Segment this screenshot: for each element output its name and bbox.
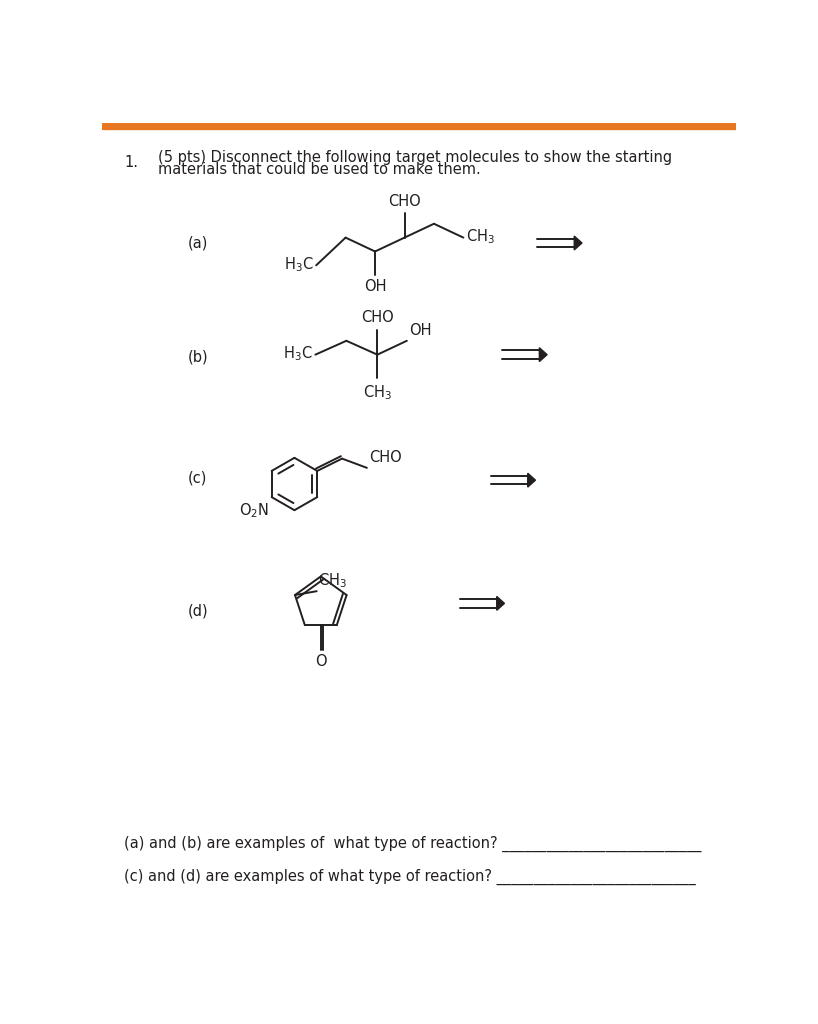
Text: $\mathregular{CH_3}$: $\mathregular{CH_3}$ — [465, 227, 495, 246]
Polygon shape — [574, 237, 582, 250]
Text: materials that could be used to make them.: materials that could be used to make the… — [158, 163, 481, 177]
Text: (c) and (d) are examples of what type of reaction? ___________________________: (c) and (d) are examples of what type of… — [124, 868, 695, 885]
Text: 1.: 1. — [124, 155, 138, 170]
Text: CHO: CHO — [388, 195, 421, 209]
Text: $\mathregular{H_3C}$: $\mathregular{H_3C}$ — [283, 344, 313, 364]
Text: (a): (a) — [187, 236, 208, 251]
Text: $\mathregular{CH_3}$: $\mathregular{CH_3}$ — [318, 571, 348, 590]
Polygon shape — [528, 473, 536, 487]
Text: (a) and (b) are examples of  what type of reaction? ___________________________: (a) and (b) are examples of what type of… — [124, 836, 701, 852]
Bar — [102, 123, 736, 129]
Text: OH: OH — [364, 280, 386, 294]
Text: (b): (b) — [187, 349, 208, 365]
Text: CHO: CHO — [369, 450, 402, 465]
Text: (5 pts) Disconnect the following target molecules to show the starting: (5 pts) Disconnect the following target … — [158, 151, 672, 165]
Text: $\mathregular{O_2N}$: $\mathregular{O_2N}$ — [239, 502, 268, 520]
Polygon shape — [539, 348, 547, 361]
Text: O: O — [315, 654, 326, 670]
Text: OH: OH — [409, 324, 432, 339]
Text: $\mathregular{CH_3}$: $\mathregular{CH_3}$ — [363, 383, 392, 401]
Text: CHO: CHO — [361, 310, 393, 326]
Text: (d): (d) — [187, 603, 208, 618]
Polygon shape — [497, 596, 505, 610]
Text: $\mathregular{H_3C}$: $\mathregular{H_3C}$ — [284, 255, 314, 273]
Text: (c): (c) — [187, 470, 207, 485]
